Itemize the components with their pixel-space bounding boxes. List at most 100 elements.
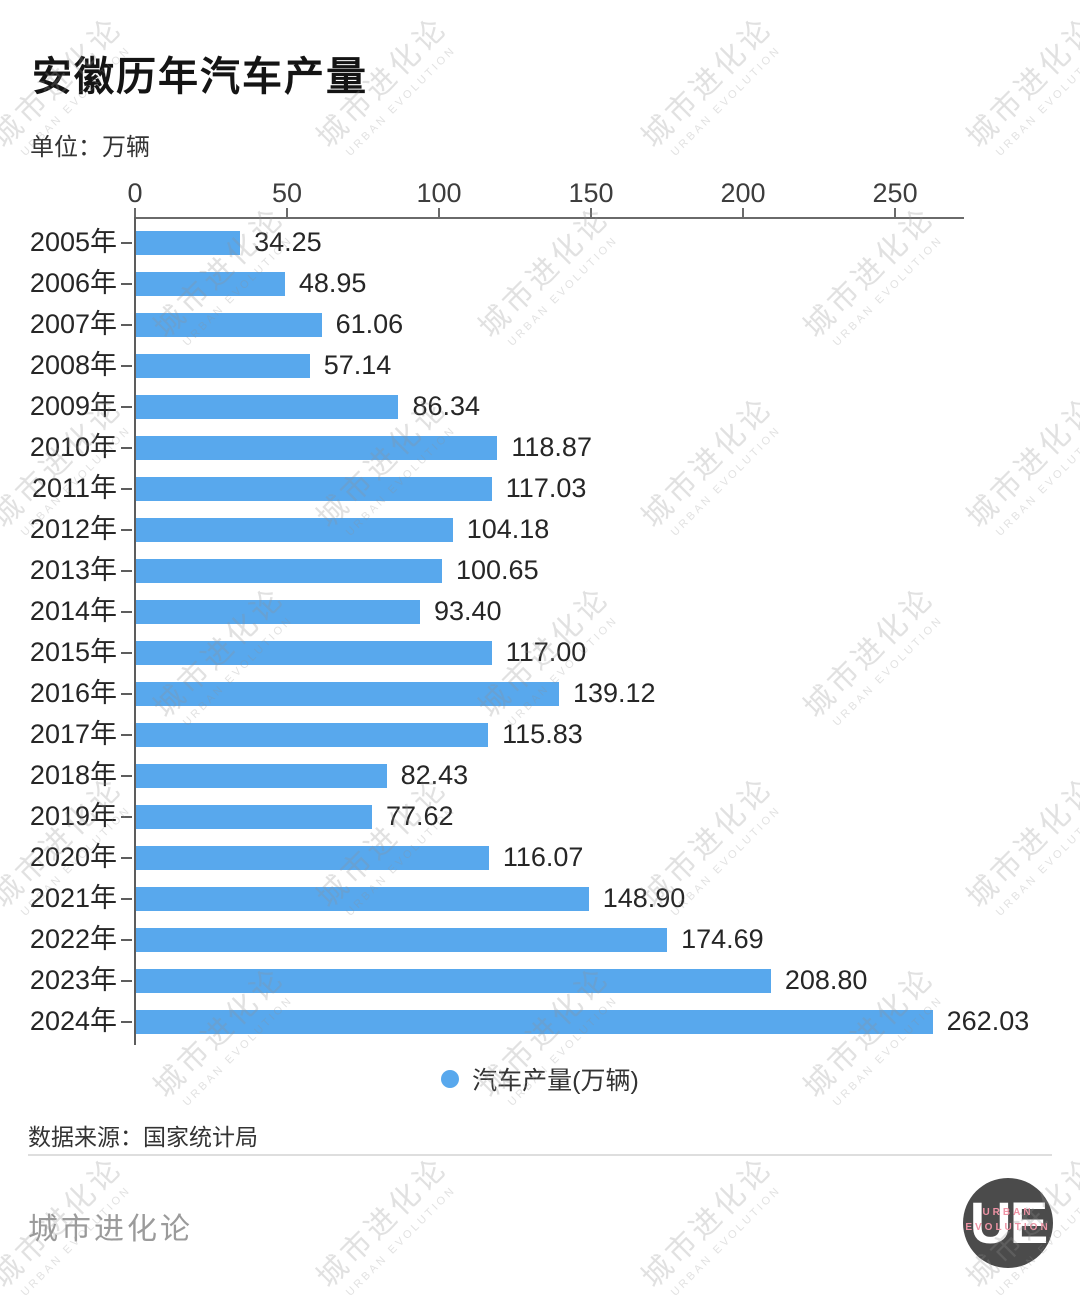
bar-value-label: 139.12 — [572, 678, 656, 708]
bar — [136, 928, 668, 952]
y-axis-tick — [121, 733, 132, 736]
y-axis-label: 2017年 — [29, 719, 117, 749]
bar-value-label: 34.25 — [254, 227, 322, 257]
watermark: 城市进化论 URBAN EVOLUTION — [635, 1150, 784, 1296]
x-axis-tick-label: 50 — [271, 178, 303, 208]
chart-row: 2023年 208.80 — [0, 960, 1080, 1001]
chart-row: 2008年 57.14 — [0, 345, 1080, 386]
bar-value-label: 117.03 — [505, 473, 587, 503]
chart-row: 2018年 82.43 — [0, 755, 1080, 796]
y-axis-label: 2012年 — [29, 514, 117, 544]
x-axis-tick — [286, 208, 288, 218]
bar-value-label: 208.80 — [784, 965, 868, 995]
y-axis-label: 2008年 — [29, 350, 117, 380]
y-axis-tick — [121, 610, 132, 613]
y-axis-tick — [121, 569, 132, 572]
y-axis-label: 2014年 — [29, 596, 117, 626]
bar-value-label: 117.00 — [505, 637, 587, 667]
bar-value-label: 93.40 — [433, 596, 502, 626]
watermark: 城市进化论 URBAN EVOLUTION — [310, 1150, 459, 1296]
x-axis-tick — [438, 208, 441, 218]
bar — [136, 231, 241, 255]
logo-subtext-line2: EVOLUTION — [965, 1222, 1051, 1233]
unit-label: 单位：万辆 — [30, 134, 150, 161]
y-axis-tick — [121, 282, 132, 285]
bar — [136, 559, 442, 583]
x-axis-tick — [742, 208, 745, 218]
bar — [136, 846, 489, 870]
y-axis-label: 2005年 — [29, 227, 117, 257]
bar — [136, 764, 387, 788]
y-axis-tick — [121, 405, 132, 408]
logo-subtext: URBAN EVOLUTION — [963, 1205, 1053, 1235]
y-axis-label: 2007年 — [29, 309, 117, 339]
chart-rows: 2005年 34.25 2006年 48.95 2007年 61.06 2008年 57.14… — [0, 222, 1080, 1042]
watermark: 城市进化论 URBAN EVOLUTION — [960, 10, 1080, 159]
bar-value-label: 116.07 — [502, 842, 584, 872]
bar — [136, 477, 492, 501]
logo-initials: UE — [969, 1190, 1049, 1256]
chart-row: 2013年 100.65 — [0, 550, 1080, 591]
chart-row: 2024年 262.03 — [0, 1001, 1080, 1042]
chart-row: 2021年 148.90 — [0, 878, 1080, 919]
y-axis-label: 2010年 — [29, 432, 117, 462]
x-axis-tick-label: 200 — [720, 178, 766, 208]
chart-row: 2007年 61.06 — [0, 304, 1080, 345]
legend-label: 汽车产量(万辆) — [472, 1067, 639, 1095]
bar-value-label: 174.69 — [681, 924, 764, 954]
bar-value-label: 48.95 — [298, 268, 367, 298]
chart-row: 2015年 117.00 — [0, 632, 1080, 673]
bar-value-label: 262.03 — [946, 1006, 1030, 1036]
y-axis-tick — [121, 323, 132, 326]
chart-row: 2010年 118.87 — [0, 427, 1080, 468]
bar-value-label: 82.43 — [400, 760, 469, 790]
y-axis-label: 2023年 — [29, 965, 117, 995]
page-title: 安徽历年汽车产量 — [32, 55, 368, 99]
chart-row: 2017年 115.83 — [0, 714, 1080, 755]
y-axis-label: 2021年 — [29, 883, 117, 913]
y-axis-tick — [121, 364, 132, 367]
chart-row: 2022年 174.69 — [0, 919, 1080, 960]
bar — [136, 354, 310, 378]
bar — [136, 805, 372, 829]
chart-row: 2012年 104.18 — [0, 509, 1080, 550]
y-axis-label: 2024年 — [29, 1006, 117, 1036]
y-axis-label: 2009年 — [29, 391, 117, 421]
y-axis-tick — [121, 446, 132, 449]
logo-subtext-line1: URBAN — [982, 1207, 1034, 1218]
bar — [136, 272, 285, 296]
x-axis-tick — [590, 208, 593, 218]
y-axis-label: 2013年 — [29, 555, 117, 585]
bar-value-label: 118.87 — [511, 432, 592, 462]
y-axis-label: 2020年 — [29, 842, 117, 872]
bar — [136, 600, 420, 624]
bar — [136, 969, 771, 993]
bar-value-label: 57.14 — [323, 350, 392, 380]
bar — [136, 436, 498, 460]
bar-value-label: 100.65 — [456, 555, 539, 585]
y-axis-tick — [121, 528, 132, 531]
chart-row: 2019年 77.62 — [0, 796, 1080, 837]
y-axis-tick — [121, 487, 132, 490]
x-axis-tick-label: 100 — [416, 178, 462, 208]
bar-value-label: 104.18 — [466, 514, 550, 544]
y-axis-label: 2019年 — [29, 801, 117, 831]
watermark: 城市进化论 URBAN EVOLUTION — [635, 10, 784, 159]
y-axis-tick — [121, 692, 132, 695]
brand-name: 城市进化论 — [28, 1213, 193, 1246]
bar — [136, 518, 453, 542]
y-axis-label: 2006年 — [29, 268, 117, 298]
bar-value-label: 77.62 — [385, 801, 454, 831]
y-axis-label: 2022年 — [29, 924, 117, 954]
bar — [136, 723, 489, 747]
y-axis-label: 2015年 — [29, 637, 117, 667]
x-axis-tick-label: 0 — [127, 178, 143, 208]
y-axis-tick — [121, 241, 132, 244]
bar-value-label: 115.83 — [502, 719, 583, 749]
data-source: 数据来源：国家统计局 — [28, 1124, 258, 1150]
chart-row: 2020年 116.07 — [0, 837, 1080, 878]
y-axis-tick — [121, 651, 132, 654]
bar — [136, 887, 589, 911]
x-axis-tick — [894, 208, 897, 218]
